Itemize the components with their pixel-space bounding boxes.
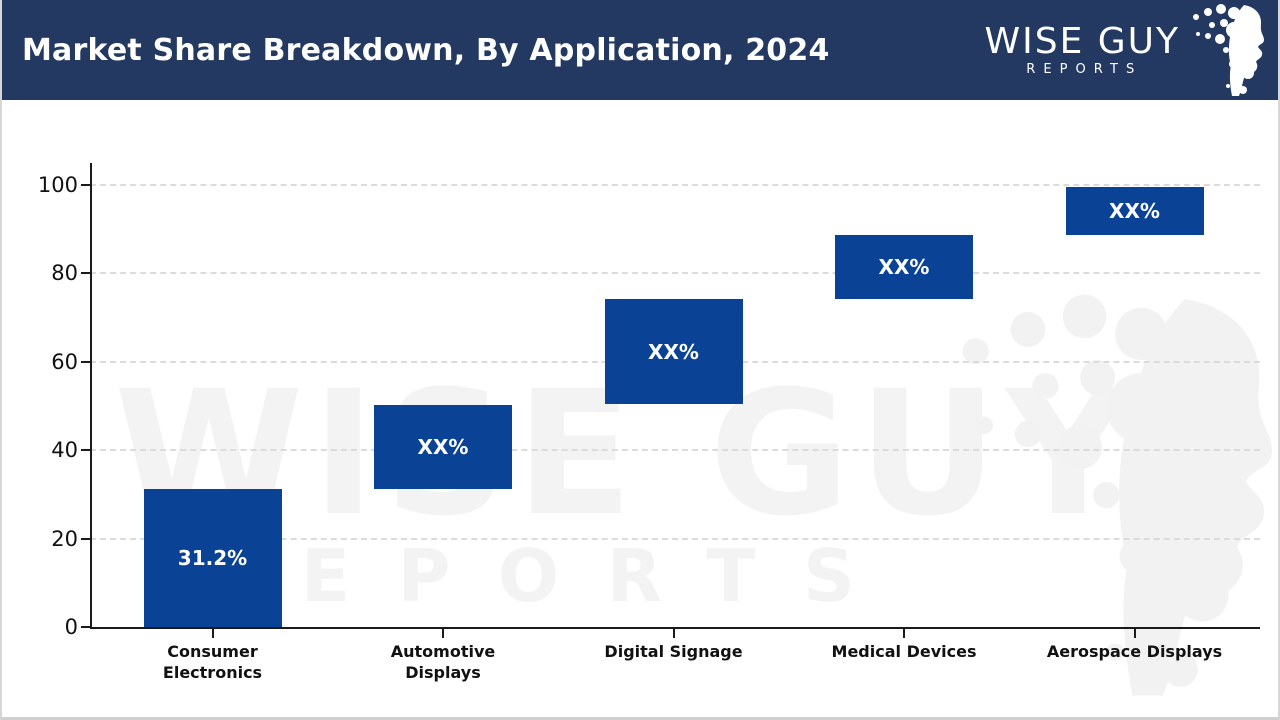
bar-medical-devices: XX% — [835, 235, 973, 300]
y-tick-label-100: 100 — [37, 173, 78, 197]
watermark-face-dots — [962, 294, 1272, 696]
face-profile — [1228, 5, 1264, 96]
x-tick-4 — [903, 629, 905, 638]
bar-aerospace-displays: XX% — [1065, 186, 1204, 236]
bar-digital-signage: XX% — [604, 299, 743, 405]
y-tick-100 — [81, 184, 90, 186]
gridline-20 — [90, 537, 1260, 540]
face-dot — [962, 338, 989, 365]
face-dot — [1062, 294, 1107, 339]
chart-title: Market Share Breakdown, By Application, … — [22, 32, 830, 68]
face-dot — [1205, 33, 1211, 39]
bar-consumer-electronics: 31.2% — [143, 489, 282, 627]
face-profile — [1119, 298, 1272, 696]
bar-value-label: XX% — [417, 435, 469, 460]
y-tick-0 — [81, 626, 90, 628]
x-label-5: Aerospace Displays — [1046, 642, 1223, 661]
x-tick-1 — [211, 629, 214, 638]
watermark-text-2: REPORTS — [198, 534, 903, 618]
face-dot — [1216, 4, 1226, 14]
face-dot — [1014, 421, 1041, 448]
y-tick-label-60: 60 — [51, 349, 78, 374]
face-dot — [1223, 47, 1229, 53]
face-dot — [1080, 360, 1116, 395]
x-label-1: Consumer Electronics — [162, 642, 263, 683]
bar-automotive-displays: XX% — [374, 405, 512, 490]
face-dot — [1032, 373, 1059, 400]
logo-text: WISE GUY REPORTS — [984, 20, 1181, 78]
x-tick-3 — [672, 629, 675, 638]
face-dots-icon — [1193, 4, 1264, 96]
face-dot — [1196, 32, 1200, 36]
face-dot — [1209, 22, 1215, 28]
face-dot — [1215, 34, 1225, 44]
plot-area: WISE GUY REPORTS 0 20 40 60 80 100 31.2% Consum… — [2, 100, 1278, 717]
bar-value-label: XX% — [1109, 199, 1160, 224]
face-dot — [1220, 19, 1228, 27]
face-dot — [1193, 14, 1199, 20]
y-tick-label-20: 20 — [51, 526, 78, 551]
bar-value-label: 31.2% — [177, 546, 248, 571]
gridline-80 — [90, 272, 1260, 275]
gridline-100 — [90, 184, 1260, 186]
face-dot — [1106, 643, 1124, 661]
gridline-40 — [90, 449, 1260, 452]
x-label-2: Automotive Displays — [390, 642, 496, 683]
y-tick-80 — [81, 272, 90, 275]
x-tick-2 — [442, 629, 444, 638]
header-bar: Market Share Breakdown, By Application, … — [2, 0, 1278, 100]
y-tick-label-0: 0 — [64, 615, 78, 639]
x-label-3: Digital Signage — [604, 642, 743, 661]
logo-subtitle: REPORTS — [1026, 62, 1143, 78]
y-axis-line — [90, 163, 92, 629]
wise-guy-logo: WISE GUY REPORTS — [984, 3, 1264, 97]
face-dot — [1058, 425, 1102, 469]
face-dot — [1226, 84, 1230, 88]
y-tick-label-40: 40 — [51, 438, 78, 463]
x-label-4: Medical Devices — [831, 642, 977, 661]
bar-value-label: XX% — [648, 339, 699, 364]
face-dot — [1093, 482, 1120, 509]
face-dot — [1010, 312, 1046, 347]
y-tick-40 — [81, 449, 90, 452]
y-tick-20 — [81, 537, 90, 540]
y-tick-label-80: 80 — [51, 261, 78, 286]
x-axis-line — [90, 627, 1260, 629]
x-tick-5 — [1133, 629, 1136, 638]
y-tick-60 — [81, 360, 90, 363]
logo-name: WISE GUY — [984, 20, 1180, 62]
bar-value-label: XX% — [878, 255, 930, 280]
face-dot — [975, 416, 994, 435]
face-dot — [1204, 8, 1212, 16]
